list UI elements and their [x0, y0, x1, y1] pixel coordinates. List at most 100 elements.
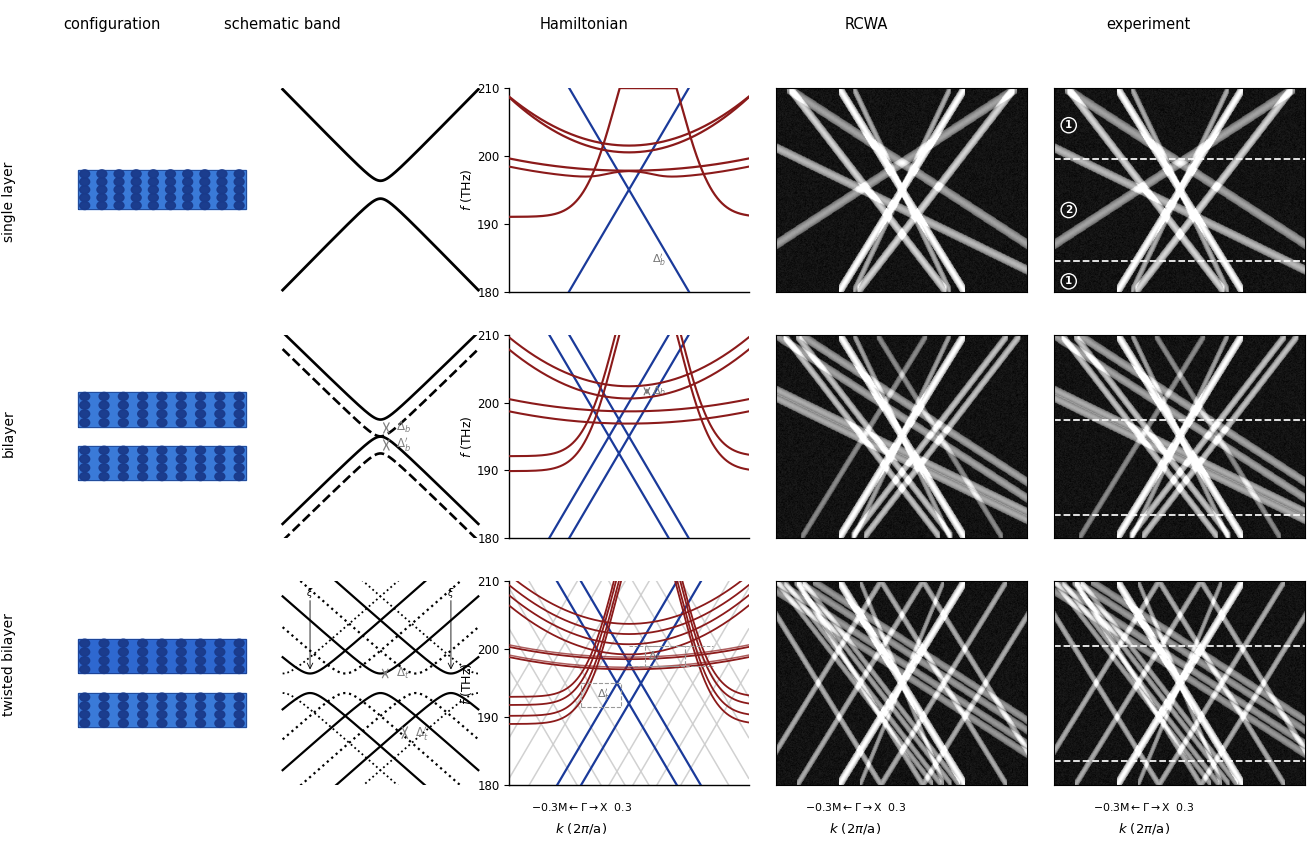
- Ellipse shape: [80, 202, 89, 209]
- Text: $\Delta_b'$: $\Delta_b'$: [652, 252, 666, 269]
- Ellipse shape: [131, 185, 142, 194]
- Ellipse shape: [235, 402, 244, 409]
- Ellipse shape: [157, 648, 167, 656]
- Ellipse shape: [235, 410, 244, 418]
- Y-axis label: $f$ (THz): $f$ (THz): [459, 662, 475, 704]
- Ellipse shape: [195, 702, 206, 710]
- Text: 2: 2: [1065, 205, 1072, 215]
- Ellipse shape: [215, 702, 224, 710]
- Ellipse shape: [215, 410, 224, 418]
- Ellipse shape: [157, 639, 167, 647]
- Text: single layer: single layer: [3, 161, 16, 242]
- Ellipse shape: [157, 446, 167, 455]
- Ellipse shape: [80, 178, 89, 186]
- Ellipse shape: [235, 185, 244, 194]
- Ellipse shape: [235, 656, 244, 665]
- Ellipse shape: [97, 194, 106, 202]
- Ellipse shape: [176, 719, 186, 728]
- Ellipse shape: [182, 194, 193, 202]
- Ellipse shape: [235, 455, 244, 463]
- Ellipse shape: [195, 446, 206, 455]
- Ellipse shape: [165, 178, 176, 186]
- Ellipse shape: [195, 392, 206, 401]
- Ellipse shape: [165, 202, 176, 209]
- Ellipse shape: [176, 402, 186, 409]
- Polygon shape: [77, 446, 247, 480]
- Ellipse shape: [80, 648, 89, 656]
- Ellipse shape: [199, 178, 210, 186]
- Ellipse shape: [138, 419, 147, 426]
- Text: $\Delta_t$: $\Delta_t$: [396, 666, 409, 681]
- Ellipse shape: [138, 656, 147, 665]
- Ellipse shape: [80, 392, 89, 401]
- Ellipse shape: [80, 710, 89, 719]
- Ellipse shape: [100, 693, 109, 701]
- Ellipse shape: [215, 473, 224, 480]
- Ellipse shape: [157, 719, 167, 728]
- Ellipse shape: [118, 419, 129, 426]
- Ellipse shape: [165, 170, 176, 178]
- Ellipse shape: [118, 666, 129, 674]
- Ellipse shape: [131, 194, 142, 202]
- Text: $\xi$: $\xi$: [447, 586, 455, 600]
- Text: $\Delta_b$: $\Delta_b$: [396, 420, 411, 436]
- Ellipse shape: [199, 185, 210, 194]
- Text: schematic band: schematic band: [224, 16, 340, 32]
- Text: RCWA: RCWA: [844, 16, 888, 32]
- Text: configuration: configuration: [63, 16, 160, 32]
- Ellipse shape: [118, 402, 129, 409]
- Ellipse shape: [157, 464, 167, 472]
- Text: Hamiltonian: Hamiltonian: [539, 16, 628, 32]
- Ellipse shape: [195, 402, 206, 409]
- Text: $-$0.3M$\leftarrow\Gamma\rightarrow$X  0.3: $-$0.3M$\leftarrow\Gamma\rightarrow$X 0.…: [804, 801, 907, 813]
- Ellipse shape: [199, 170, 210, 178]
- Ellipse shape: [215, 446, 224, 455]
- Ellipse shape: [80, 719, 89, 728]
- Ellipse shape: [195, 693, 206, 701]
- Ellipse shape: [138, 648, 147, 656]
- Ellipse shape: [138, 719, 147, 728]
- Ellipse shape: [97, 178, 106, 186]
- Polygon shape: [77, 639, 247, 674]
- Ellipse shape: [80, 702, 89, 710]
- Ellipse shape: [118, 446, 129, 455]
- Ellipse shape: [216, 170, 227, 178]
- Ellipse shape: [235, 648, 244, 656]
- Ellipse shape: [216, 185, 227, 194]
- Ellipse shape: [114, 194, 123, 202]
- Ellipse shape: [176, 455, 186, 463]
- Text: 1: 1: [1065, 276, 1072, 287]
- Ellipse shape: [131, 178, 142, 186]
- Ellipse shape: [138, 666, 147, 674]
- Ellipse shape: [157, 656, 167, 665]
- Ellipse shape: [176, 648, 186, 656]
- Ellipse shape: [100, 656, 109, 665]
- Ellipse shape: [157, 419, 167, 426]
- Ellipse shape: [235, 464, 244, 472]
- Ellipse shape: [118, 656, 129, 665]
- Ellipse shape: [80, 455, 89, 463]
- Ellipse shape: [148, 178, 159, 186]
- Ellipse shape: [97, 185, 106, 194]
- Text: $\Delta_t$: $\Delta_t$: [648, 650, 661, 663]
- Ellipse shape: [199, 194, 210, 202]
- Ellipse shape: [235, 178, 244, 186]
- Ellipse shape: [235, 693, 244, 701]
- Ellipse shape: [118, 639, 129, 647]
- Ellipse shape: [195, 455, 206, 463]
- Ellipse shape: [215, 639, 224, 647]
- Ellipse shape: [114, 202, 123, 209]
- Text: experiment: experiment: [1106, 16, 1190, 32]
- Ellipse shape: [118, 473, 129, 480]
- Ellipse shape: [100, 455, 109, 463]
- Ellipse shape: [176, 666, 186, 674]
- Text: $\Delta_t'$: $\Delta_t'$: [415, 723, 429, 741]
- Ellipse shape: [235, 202, 244, 209]
- Ellipse shape: [100, 473, 109, 480]
- Text: twisted bilayer: twisted bilayer: [3, 613, 16, 716]
- Ellipse shape: [235, 639, 244, 647]
- Ellipse shape: [199, 202, 210, 209]
- Ellipse shape: [157, 402, 167, 409]
- Ellipse shape: [235, 666, 244, 674]
- Ellipse shape: [165, 194, 176, 202]
